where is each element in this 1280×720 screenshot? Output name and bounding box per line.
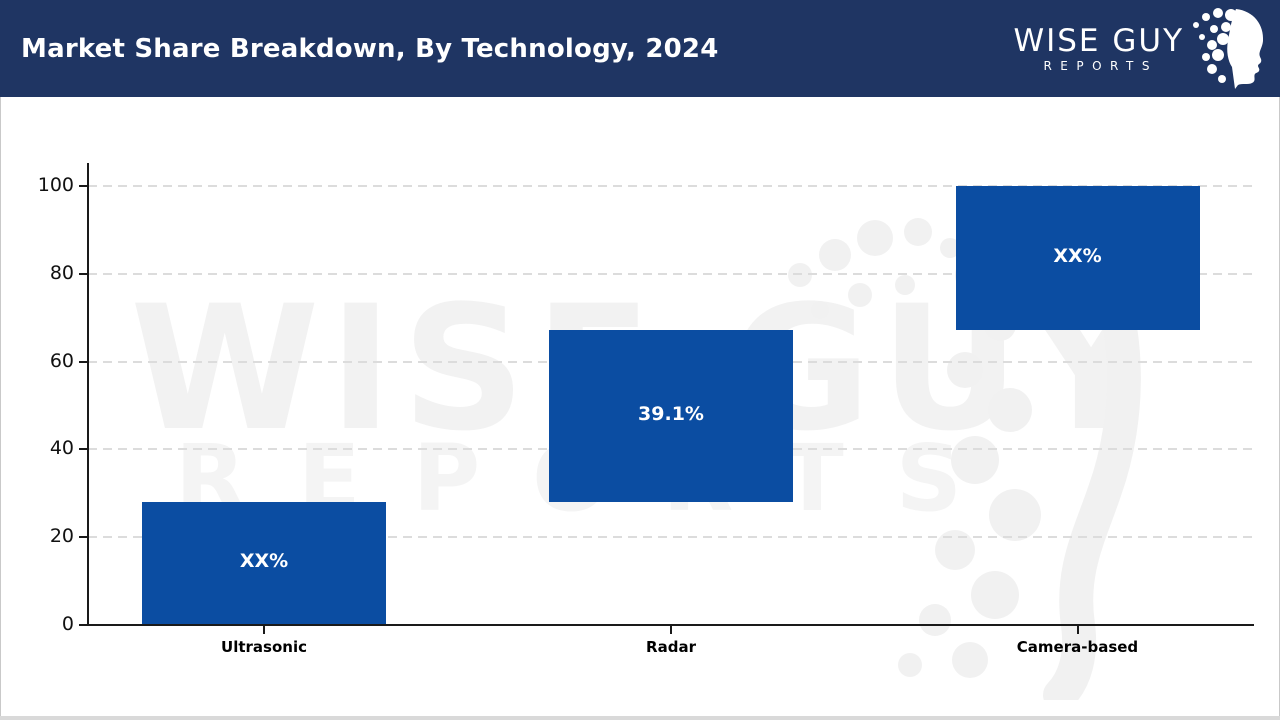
- dotted-face-icon: [1193, 7, 1264, 89]
- y-tick-100: [79, 185, 88, 187]
- y-tick-label-60: 60: [49, 349, 74, 372]
- bar-value-label-camera-based: XX%: [1053, 244, 1102, 267]
- logo-text: WISE GUY REPORTS: [1013, 24, 1184, 74]
- y-tick-label-100: 100: [37, 174, 74, 196]
- gridline-20: [88, 536, 1253, 539]
- bottom-border-strip: [0, 716, 1280, 720]
- bar-radar: [549, 329, 793, 502]
- logo-subtitle: REPORTS: [1043, 58, 1158, 73]
- x-axis-line: [87, 624, 1254, 626]
- y-tick-label-40: 40: [49, 437, 74, 460]
- x-tick-ultrasonic: [263, 626, 265, 634]
- y-tick-40: [79, 448, 88, 451]
- header: Market Share Breakdown, By Technology, 2…: [0, 0, 1280, 97]
- category-label-radar: Radar: [646, 638, 696, 656]
- x-tick-radar: [670, 626, 672, 634]
- category-label-camera-based: Camera-based: [1016, 638, 1139, 656]
- y-axis-line: [87, 163, 89, 626]
- y-tick-label-20: 20: [49, 525, 74, 548]
- bar-camera-based: [955, 186, 1200, 330]
- y-tick-20: [79, 536, 88, 539]
- bar-value-label-ultrasonic: XX%: [239, 550, 289, 573]
- y-tick-80: [79, 272, 88, 275]
- bar-value-label-radar: 39.1%: [638, 402, 704, 425]
- y-tick-0: [79, 624, 88, 626]
- y-tick-60: [79, 360, 88, 363]
- wise-guy-reports-logo: WISE GUY REPORTS: [1013, 7, 1280, 91]
- y-tick-label-80: 80: [49, 261, 74, 284]
- bar-ultrasonic: [142, 501, 386, 625]
- category-label-ultrasonic: Ultrasonic: [221, 638, 307, 656]
- x-tick-camera-based: [1076, 626, 1079, 634]
- logo-wordmark: WISE GUY: [1013, 22, 1184, 59]
- gridline-80: [88, 272, 1253, 275]
- page-title: Market Share Breakdown, By Technology, 2…: [21, 33, 719, 64]
- y-tick-label-0: 0: [61, 613, 74, 635]
- gridline-100: [88, 185, 1253, 187]
